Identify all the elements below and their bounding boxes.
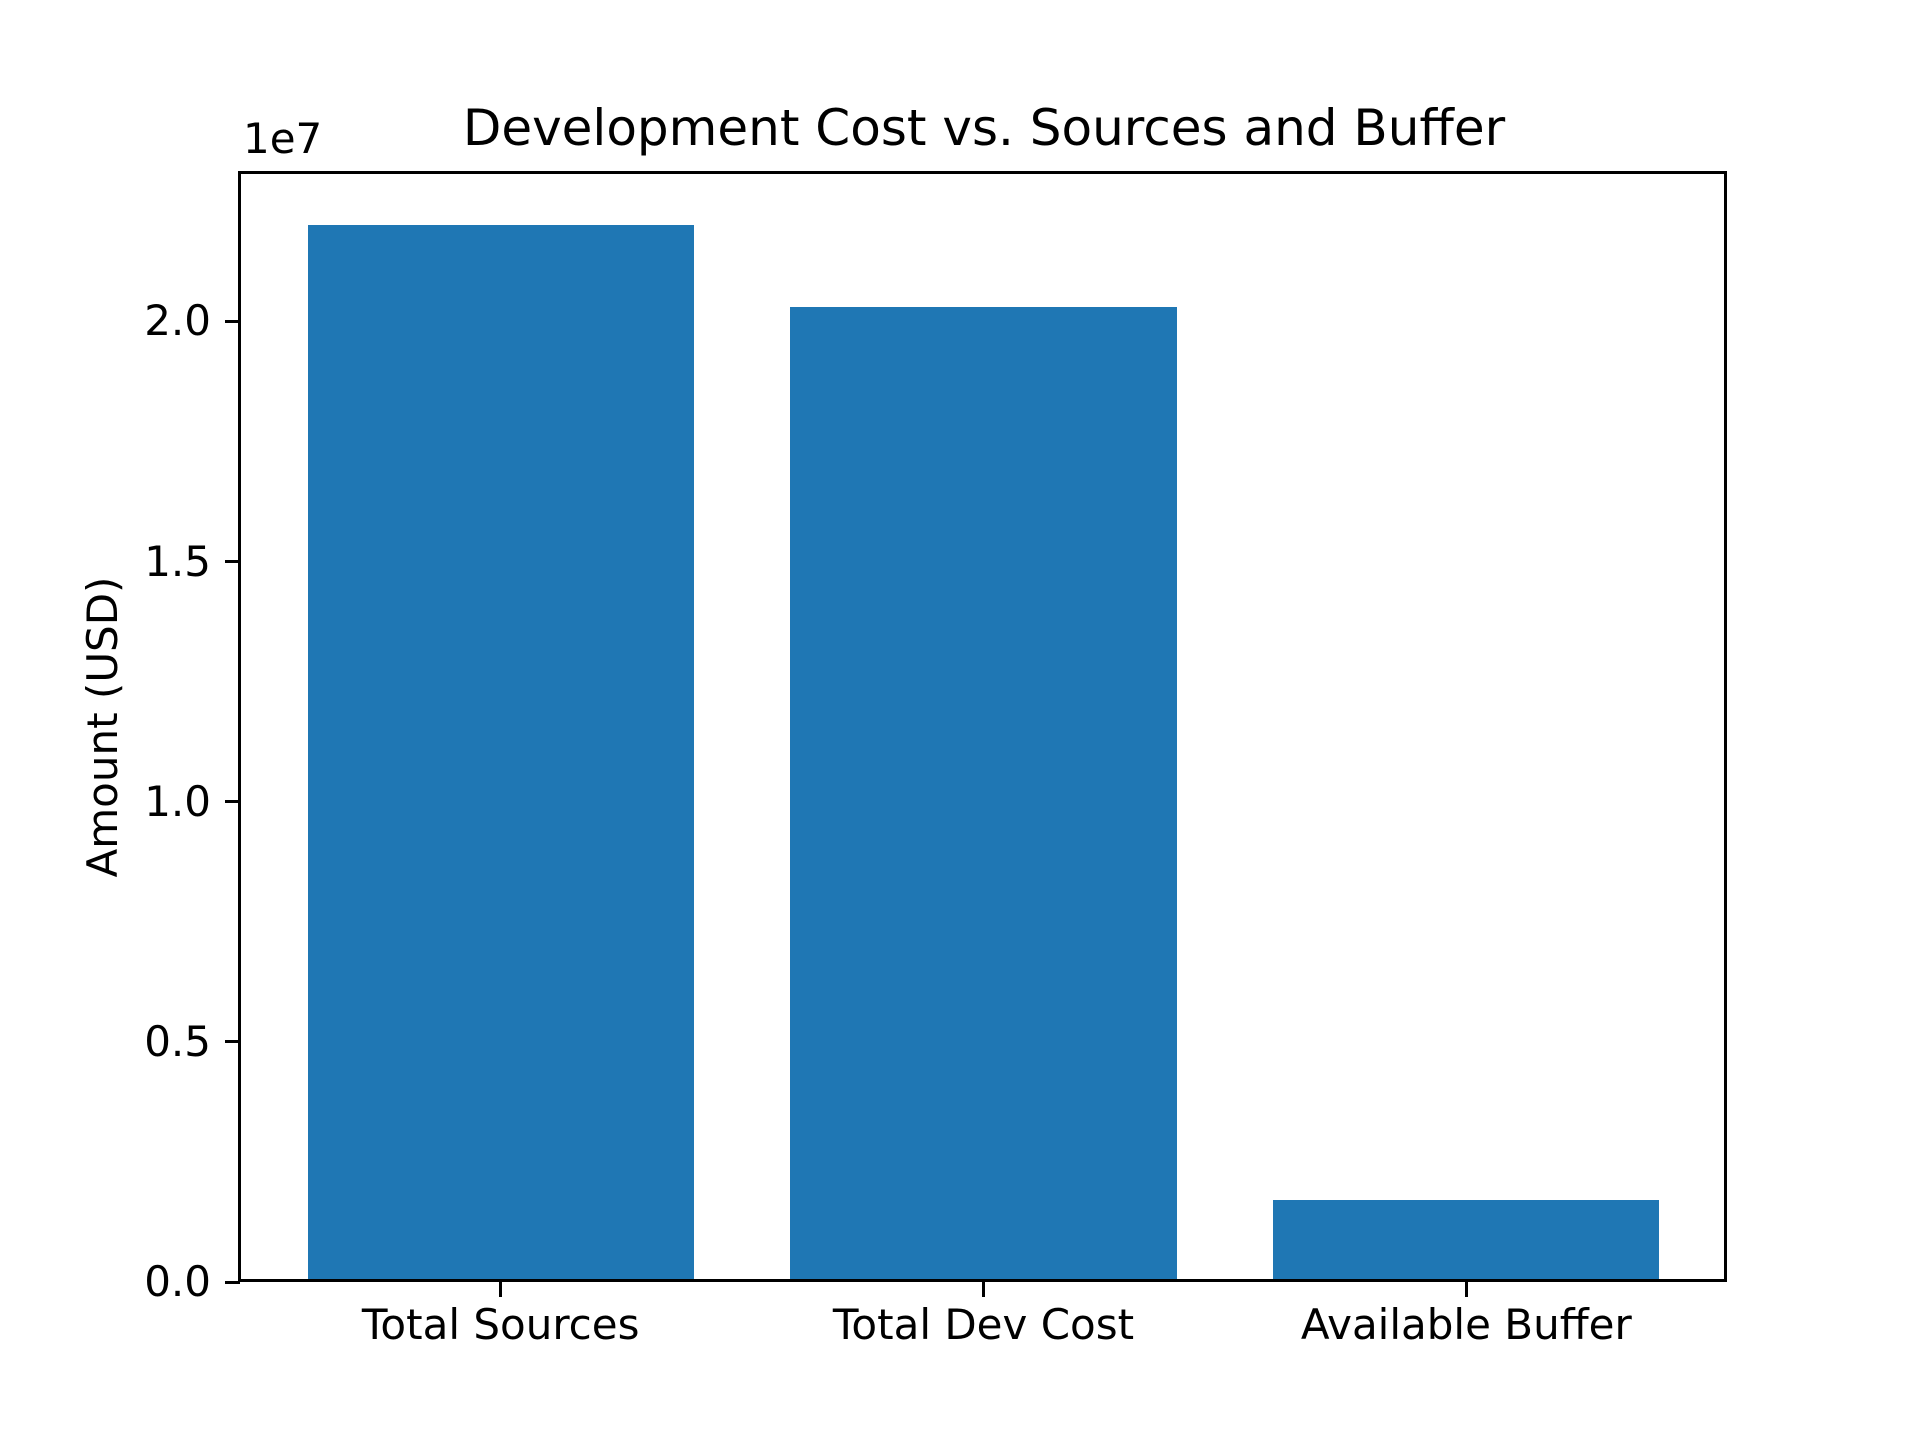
bar-available-buffer (1273, 1200, 1660, 1282)
x-tick-label: Available Buffer (1300, 1300, 1632, 1349)
x-tick-mark (1464, 1282, 1468, 1297)
x-tick-mark (499, 1282, 503, 1297)
y-tick-mark (225, 1040, 240, 1044)
x-tick-label: Total Sources (361, 1300, 640, 1349)
bar-total-dev-cost (790, 306, 1177, 1282)
y-tick-mark (225, 319, 240, 323)
x-tick-mark (982, 1282, 985, 1297)
y-axis-offset-label: 1e7 (243, 114, 323, 163)
y-axis-label: Amount (USD) (78, 576, 127, 878)
plot-area (238, 171, 1727, 1282)
y-tick-mark (225, 1280, 240, 1284)
y-tick-mark (225, 800, 240, 804)
y-tick-label: 1.0 (144, 776, 211, 826)
y-tick-label: 1.5 (144, 536, 211, 586)
y-tick-label: 0.5 (144, 1016, 211, 1066)
x-tick-label: Total Dev Cost (832, 1300, 1135, 1349)
chart-title: Development Cost vs. Sources and Buffer (462, 99, 1506, 157)
y-tick-mark (225, 560, 240, 564)
y-tick-label: 2.0 (144, 296, 211, 346)
bar-total-sources (307, 225, 694, 1282)
y-tick-label: 0.0 (144, 1257, 211, 1306)
